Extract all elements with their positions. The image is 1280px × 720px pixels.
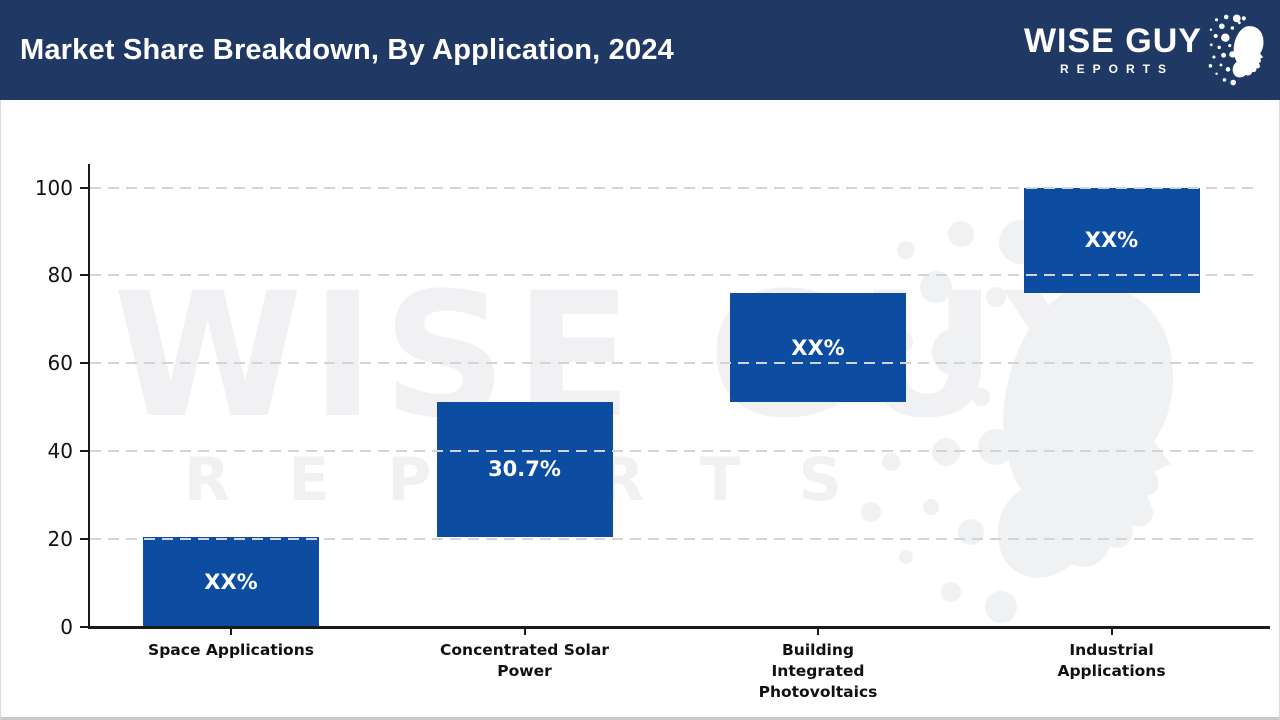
y-tick-label: 80	[47, 263, 73, 288]
bar-space-applications	[143, 536, 319, 627]
bar-value-label: 30.7%	[488, 457, 561, 482]
bar-concentrated-solar-power	[436, 402, 613, 537]
y-tick-label: 40	[47, 439, 73, 464]
brand-logo-subtitle: REPORTS	[1059, 62, 1174, 76]
y-axis-tick	[80, 274, 88, 277]
y-axis-tick	[80, 450, 88, 453]
category-label-concentrated-solar-power: Concentrated Solar Power	[440, 641, 609, 680]
bar-building-integrated-photovoltaics	[730, 293, 906, 403]
y-tick-label: 60	[47, 351, 73, 376]
bar-value-label: XX%	[204, 569, 258, 594]
y-tick-label: 0	[60, 615, 73, 639]
y-axis-line	[88, 164, 90, 629]
y-axis-tick	[80, 538, 88, 541]
brand-logo-text: WISE GUY REPORTS	[1024, 24, 1202, 76]
bar-value-label: XX%	[791, 335, 845, 360]
gridline-80	[90, 274, 1253, 277]
brand-logo-name: WISE GUY	[1023, 22, 1202, 60]
x-axis-tick	[523, 627, 526, 635]
x-axis-tick	[230, 627, 232, 635]
header-bar: Market Share Breakdown, By Application, …	[0, 0, 1280, 100]
y-axis-tick	[80, 186, 88, 189]
y-tick-label: 100	[34, 175, 73, 200]
gridline-60	[90, 362, 1253, 365]
y-axis-tick	[80, 626, 88, 628]
y-tick-label: 20	[47, 527, 73, 552]
wise-guy-face-icon	[1208, 14, 1264, 86]
y-axis-tick	[80, 362, 88, 365]
gridline-20	[90, 538, 1253, 541]
chart-canvas: WISE GUY REPORTS XX	[0, 100, 1280, 720]
category-label-space-applications: Space Applications	[148, 641, 314, 659]
gridline-100	[90, 186, 1253, 189]
page-title: Market Share Breakdown, By Application, …	[20, 33, 674, 66]
brand-logo: WISE GUY REPORTS	[1024, 13, 1264, 87]
gridline-40	[90, 450, 1253, 453]
x-axis-line	[88, 626, 1270, 629]
category-label-building-integrated-photovoltaics: Building Integrated Photovoltaics	[758, 641, 878, 701]
category-label-industrial-applications: Industrial Applications	[1057, 641, 1166, 680]
bar-value-label: XX%	[1084, 228, 1139, 253]
x-axis-tick	[1110, 627, 1113, 635]
x-axis-tick	[817, 627, 819, 635]
